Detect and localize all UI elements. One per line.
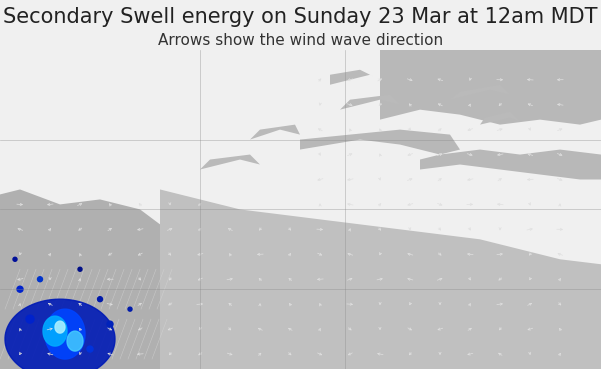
Circle shape [107,321,113,327]
Polygon shape [250,125,300,139]
Polygon shape [380,50,601,125]
Polygon shape [480,112,520,125]
Polygon shape [5,299,115,369]
Circle shape [17,286,23,292]
Polygon shape [0,189,220,369]
Circle shape [37,277,43,282]
Polygon shape [45,309,85,359]
Text: Arrows show the wind wave direction: Arrows show the wind wave direction [158,33,443,48]
Circle shape [13,257,17,261]
Text: Secondary Swell energy on Sunday 23 Mar at 12am MDT: Secondary Swell energy on Sunday 23 Mar … [3,7,598,27]
Circle shape [128,307,132,311]
Polygon shape [330,70,380,85]
Circle shape [26,315,34,323]
Polygon shape [300,130,460,155]
Circle shape [78,267,82,271]
Polygon shape [43,316,67,346]
Polygon shape [55,321,65,333]
Polygon shape [450,85,510,100]
Polygon shape [67,331,83,351]
Circle shape [97,297,103,302]
Polygon shape [420,149,601,179]
Circle shape [87,346,93,352]
Polygon shape [160,189,601,369]
Polygon shape [200,155,260,169]
Polygon shape [340,95,400,110]
